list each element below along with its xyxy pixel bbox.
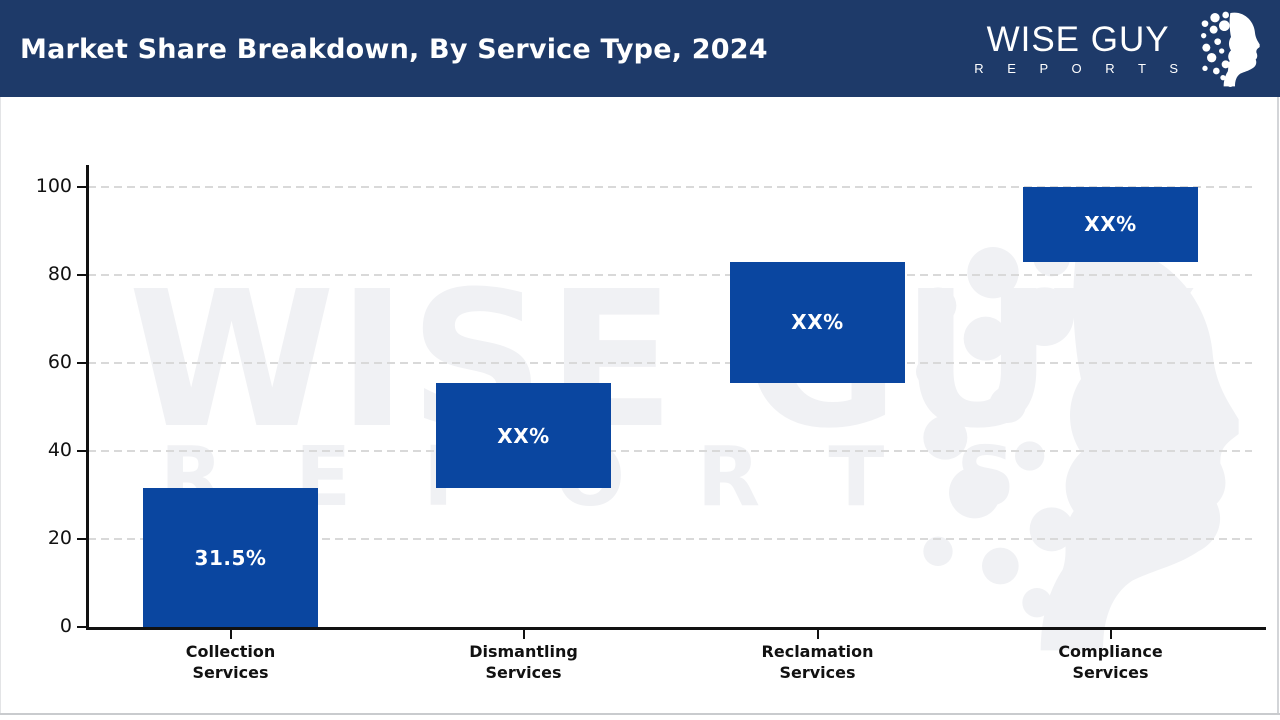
brand-logo: WISE GUY R E P O R T S	[968, 7, 1264, 91]
y-tick-label-100: 100	[35, 175, 72, 197]
y-tick-label-0: 0	[59, 615, 72, 637]
x-category-label-collection-services: Collection Services	[185, 642, 276, 682]
bar-reclamation-services: XX%	[730, 261, 905, 383]
page-border-bottom	[0, 713, 1280, 715]
bar-value-label-collection-services: 31.5%	[194, 545, 267, 570]
y-tick-40	[77, 450, 86, 452]
y-tick-60	[77, 362, 86, 364]
header-bar: Market Share Breakdown, By Service Type,…	[0, 0, 1280, 97]
y-tick-label-20: 20	[47, 527, 72, 549]
y-tick-80	[77, 274, 86, 276]
bar-dismantling-services: XX%	[436, 382, 611, 489]
brand-tagline: R E P O R T S	[974, 61, 1188, 76]
page-border-left	[0, 97, 1, 715]
x-category-label-dismantling-services: Dismantling Services	[469, 642, 578, 682]
page-border-right	[1277, 97, 1279, 715]
y-tick-label-40: 40	[47, 439, 72, 461]
chart-area: WISE GUY REPORTS 0 20 40 60 80 100 31.5% Collec…	[0, 97, 1280, 715]
bar-value-label-dismantling-services: XX%	[497, 423, 550, 448]
x-tick-compliance-services	[1109, 630, 1112, 639]
x-category-label-compliance-services: Compliance Services	[1058, 642, 1163, 682]
x-category-label-reclamation-services: Reclamation Services	[761, 642, 874, 682]
gridline-100	[88, 186, 1252, 188]
gridline-60	[88, 362, 1252, 364]
x-tick-collection-services	[229, 630, 232, 639]
brand-name: WISE GUY	[986, 20, 1170, 59]
y-tick-100	[77, 186, 86, 188]
gridline-20	[88, 538, 1252, 540]
y-tick-label-80: 80	[47, 263, 72, 285]
gridline-40	[88, 450, 1252, 452]
brand-text: WISE GUY R E P O R T S	[968, 20, 1188, 77]
y-axis-spine	[86, 165, 89, 630]
bar-value-label-compliance-services: XX%	[1084, 212, 1137, 237]
bar-value-label-reclamation-services: XX%	[791, 310, 844, 335]
x-tick-dismantling-services	[522, 630, 525, 639]
x-tick-reclamation-services	[816, 630, 819, 639]
watermark-head-icon	[916, 239, 1239, 651]
y-tick-20	[77, 538, 86, 540]
wise-guy-head-icon	[1201, 11, 1260, 87]
y-tick-label-60: 60	[47, 351, 72, 373]
chart-title: Market Share Breakdown, By Service Type,…	[20, 34, 768, 65]
bar-compliance-services: XX%	[1023, 187, 1198, 262]
y-tick-0	[77, 626, 86, 628]
watermark-brand-text: WISE GUY	[128, 251, 1194, 470]
bar-collection-services: 31.5%	[143, 488, 318, 627]
waterfall-plot: 0 20 40 60 80 100 31.5% Collection Services XX% Di…	[0, 97, 1280, 715]
gridline-80	[88, 274, 1252, 276]
x-axis-spine	[86, 627, 1266, 630]
